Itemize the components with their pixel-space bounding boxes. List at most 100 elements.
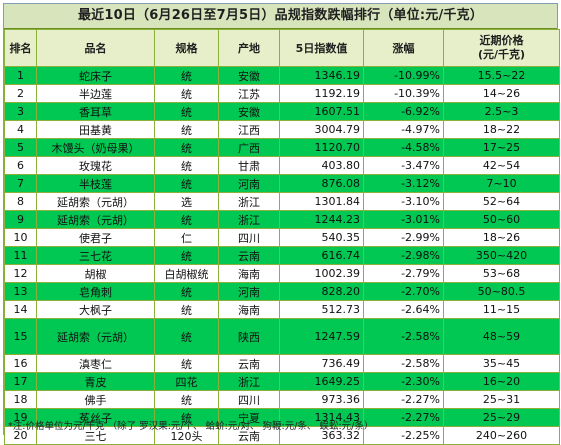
cell-index: 736.49 (279, 354, 364, 373)
cell-rank: 14 (4, 300, 37, 319)
cell-spec: 统 (154, 408, 219, 427)
cell-spec: 白胡椒统 (154, 264, 219, 283)
cell-origin: 江苏 (218, 84, 280, 103)
cell-index: 3004.79 (279, 120, 364, 139)
cell-change: -4.97% (363, 120, 444, 139)
cell-price: 14~26 (443, 84, 560, 103)
cell-spec: 仁 (154, 228, 219, 247)
cell-rank: 6 (4, 156, 37, 175)
cell-name: 大枫子 (36, 300, 155, 319)
cell-origin: 安徽 (218, 66, 280, 85)
table-row: 16 滇枣仁统云南 736.49 -2.58% 35~45 (4, 354, 560, 373)
table-row: 17 青皮 四花 浙江 1649.25 -2.30% 16~20 (4, 372, 560, 391)
cell-name: 延胡索（元胡） (36, 318, 155, 355)
cell-spec: 统 (154, 300, 219, 319)
cell-change: -2.98% (363, 246, 444, 265)
cell-change: -4.58% (363, 138, 444, 157)
cell-spec: 统 (154, 84, 219, 103)
cell-index: 1002.39 (279, 264, 364, 283)
cell-origin: 安徽 (218, 102, 280, 121)
col-header-name: 品名 (36, 29, 155, 67)
table-row: 10 使君子仁四川 540.35 -2.99% 18~26 (4, 228, 560, 247)
cell-spec: 统 (154, 390, 219, 409)
cell-rank: 18 (4, 390, 37, 409)
col-header-spec: 规格 (154, 29, 219, 67)
cell-rank: 7 (4, 174, 37, 193)
cell-change: -2.27% (363, 390, 444, 409)
cell-spec: 统 (154, 210, 219, 229)
table-row: 5 木馒头（奶母果）统广西 1120.70 -4.58% 17~25 (4, 138, 560, 157)
col-header-price: 近期价格 (元/千克) (443, 29, 560, 67)
cell-rank: 4 (4, 120, 37, 139)
table-row: 3 香耳草统安徽 1607.51 -6.92% 2.5~3 (4, 102, 560, 121)
cell-rank: 1 (4, 66, 37, 85)
cell-index: 828.20 (279, 282, 364, 301)
cell-index: 540.35 (279, 228, 364, 247)
cell-name: 香耳草 (36, 102, 155, 121)
ranking-table-frame: 最近10日（6月26日至7月5日）品规指数跌幅排行（单位:元/千克） 排名 品名… (3, 3, 560, 445)
cell-price: 50~80.5 (443, 282, 560, 301)
cell-change: -2.70% (363, 282, 444, 301)
col-header-change: 涨幅 (363, 29, 444, 67)
cell-rank: 19 (4, 408, 37, 427)
cell-name: 玫瑰花 (36, 156, 155, 175)
cell-name: 滇枣仁 (36, 354, 155, 373)
cell-spec: 统 (154, 120, 219, 139)
header-row: 排名 品名 规格 产地 5日指数值 涨幅 近期价格 (元/千克) (4, 29, 560, 67)
cell-price: 15.5~22 (443, 66, 560, 85)
cell-change: -2.27% (363, 408, 444, 427)
cell-spec: 统 (154, 318, 219, 355)
cell-name: 佛手 (36, 390, 155, 409)
table-row: 4 田基黄统江西 3004.79 -4.97% 18~22 (4, 120, 560, 139)
cell-change: -2.30% (363, 372, 444, 391)
cell-name: 蛇床子 (36, 66, 155, 85)
cell-index: 973.36 (279, 390, 364, 409)
cell-price: 53~68 (443, 264, 560, 283)
cell-origin: 四川 (218, 390, 280, 409)
cell-spec: 选 (154, 192, 219, 211)
cell-spec: 统 (154, 246, 219, 265)
cell-name: 皂角刺 (36, 282, 155, 301)
cell-price: 48~59 (443, 318, 560, 355)
cell-change: -2.99% (363, 228, 444, 247)
cell-rank: 11 (4, 246, 37, 265)
cell-price: 18~26 (443, 228, 560, 247)
cell-origin: 陕西 (218, 318, 280, 355)
cell-origin: 云南 (218, 246, 280, 265)
cell-name: 青皮 (36, 372, 155, 391)
cell-spec: 统 (154, 174, 219, 193)
table-row: 11 三七花统云南 616.74 -2.98% 350~420 (4, 246, 560, 265)
col-header-origin: 产地 (218, 29, 280, 67)
cell-rank: 2 (4, 84, 37, 103)
cell-name: 三七花 (36, 246, 155, 265)
cell-index: 1649.25 (279, 372, 364, 391)
table-row: 18 佛手统四川 973.36 -2.27% 25~31 (4, 390, 560, 409)
cell-change: -3.12% (363, 174, 444, 193)
table-row: 9 延胡索（元胡）统浙江 1244.23 -3.01% 50~60 (4, 210, 560, 229)
cell-origin: 甘肃 (218, 156, 280, 175)
cell-origin: 江西 (218, 120, 280, 139)
cell-name: 延胡索（元胡） (36, 192, 155, 211)
cell-index: 1301.84 (279, 192, 364, 211)
cell-rank: 15 (4, 318, 37, 355)
cell-price: 52~64 (443, 192, 560, 211)
cell-origin: 海南 (218, 264, 280, 283)
cell-change: -3.10% (363, 192, 444, 211)
cell-name: 使君子 (36, 228, 155, 247)
cell-spec: 四花 (154, 372, 219, 391)
cell-name: 胡椒 (36, 264, 155, 283)
cell-price: 350~420 (443, 246, 560, 265)
col-header-rank: 排名 (4, 29, 37, 67)
cell-price: 25~31 (443, 390, 560, 409)
cell-price: 7~10 (443, 174, 560, 193)
cell-rank: 17 (4, 372, 37, 391)
table-row: 14 大枫子统海南 512.73 -2.64% 11~15 (4, 300, 560, 319)
cell-rank: 9 (4, 210, 37, 229)
cell-name: 菟丝子 (36, 408, 155, 427)
cell-change: -10.39% (363, 84, 444, 103)
cell-name: 田基黄 (36, 120, 155, 139)
footnote: *注:价格单位为元/千克 （除了 罗汉果:元/个、 蛤蚧:元/对、 狗鞭:元/条… (8, 421, 374, 432)
cell-origin: 海南 (218, 300, 280, 319)
cell-origin: 云南 (218, 354, 280, 373)
table-body: 1 蛇床子统安徽 1346.19 -10.99% 15.5~22 2 半边莲统江苏 1192.… (4, 66, 560, 445)
